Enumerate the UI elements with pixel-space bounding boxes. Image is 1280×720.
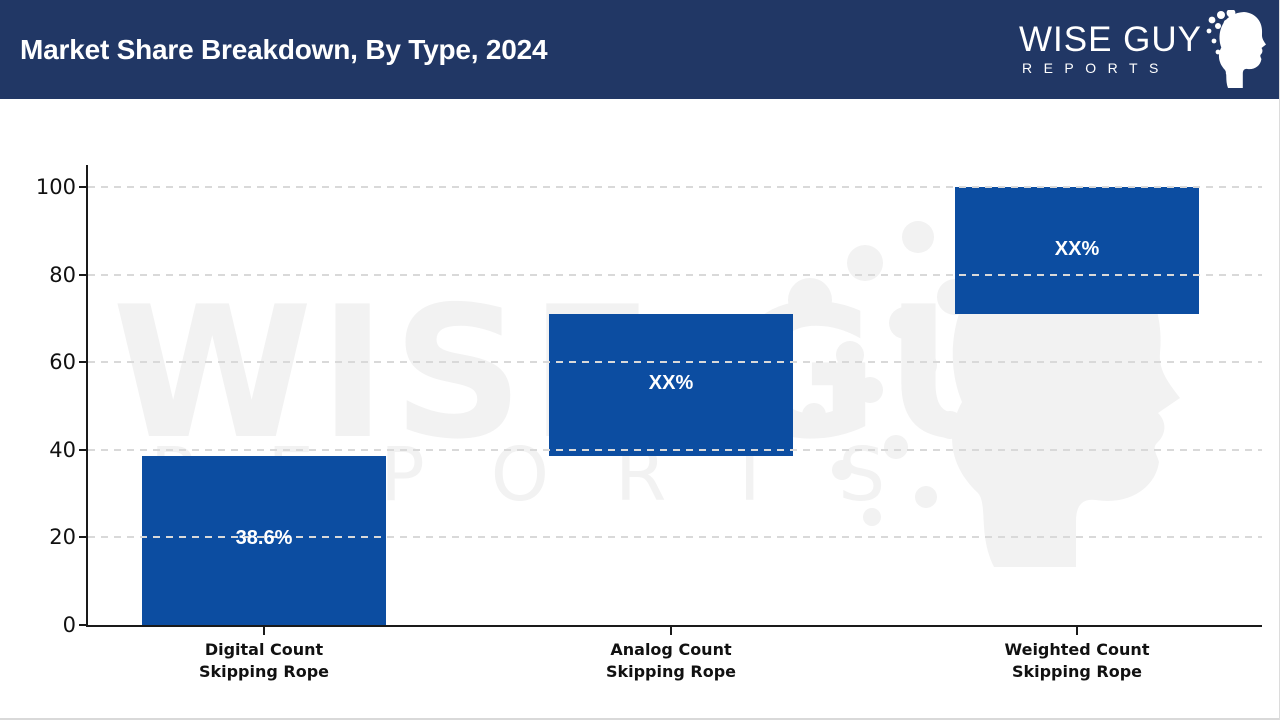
bar-segment	[549, 314, 793, 456]
y-tick-label: 100	[35, 175, 76, 199]
bar-value-label: XX%	[648, 372, 694, 395]
x-axis-line	[86, 625, 1262, 627]
bar-segment	[142, 455, 386, 625]
page-title: Market Share Breakdown, By Type, 2024	[20, 33, 548, 65]
y-tick-80	[79, 273, 87, 276]
header-bar: Market Share Breakdown, By Type, 2024 WI…	[0, 0, 1279, 99]
bar-value-label: 38.6%	[235, 527, 293, 550]
gridline-80	[88, 273, 1262, 276]
bottom-border	[0, 718, 1279, 720]
x-category-label: Analog Count Skipping Rope	[605, 640, 737, 681]
y-tick-label: 80	[49, 262, 76, 287]
y-tick-20	[79, 536, 87, 539]
y-tick-label: 60	[49, 350, 76, 375]
y-tick-label: 40	[49, 437, 76, 462]
wiseguy-face-icon	[1206, 9, 1266, 88]
logo-wordmark: WISE GUY	[1018, 20, 1202, 59]
x-category-label: Digital Count Skipping Rope	[198, 640, 330, 681]
x-category-label: Weighted Count Skipping Rope	[1004, 640, 1150, 681]
y-tick-label: 20	[49, 525, 76, 550]
bar-value-label: XX%	[1054, 237, 1100, 260]
x-tick	[670, 627, 672, 635]
x-tick	[263, 627, 265, 635]
gridline-100	[88, 186, 1262, 188]
logo-text: WISE GUY REPORTS	[1019, 22, 1202, 77]
x-tick	[1076, 627, 1078, 635]
bar-segment	[955, 187, 1199, 315]
logo-subtitle: REPORTS	[1021, 60, 1170, 76]
gridline-20	[88, 536, 1262, 539]
gridline-60	[88, 361, 1262, 364]
y-axis-line	[86, 165, 88, 627]
y-tick-0	[79, 624, 87, 626]
y-tick-40	[79, 448, 87, 451]
y-tick-100	[79, 186, 87, 188]
y-tick-label: 0	[62, 613, 76, 637]
wiseguy-logo: WISE GUY REPORTS	[1019, 9, 1266, 90]
gridline-40	[88, 448, 1262, 451]
y-tick-60	[79, 361, 87, 364]
